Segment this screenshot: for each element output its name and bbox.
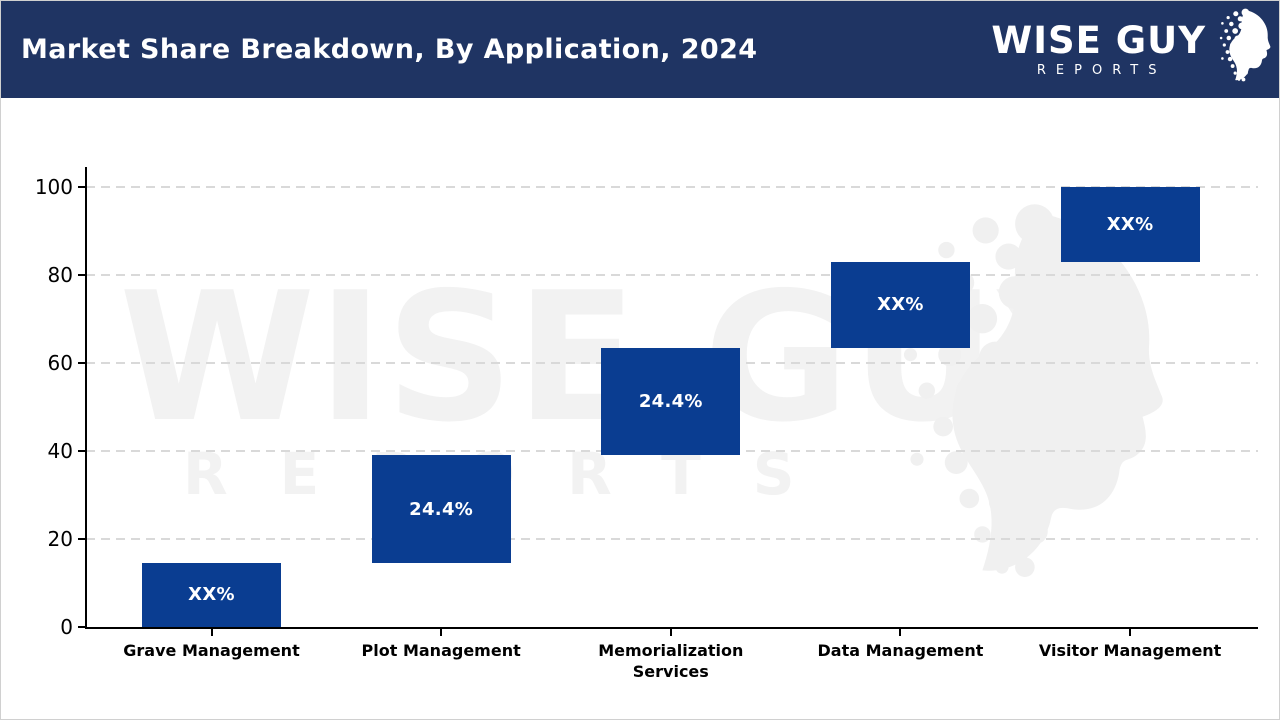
header: Market Share Breakdown, By Application, … bbox=[1, 1, 1279, 98]
x-tick-mark-data-management bbox=[899, 629, 902, 636]
watermark-subtext: REPORTS bbox=[183, 440, 847, 508]
y-tick-mark-40 bbox=[78, 450, 85, 452]
y-tick-label-20: 20 bbox=[47, 527, 73, 551]
x-tick-label-memorialization-services: Memorialization Services bbox=[598, 641, 744, 681]
logo-sub-text: REPORTS bbox=[1036, 62, 1167, 78]
y-tick-label-40: 40 bbox=[47, 439, 73, 463]
bar-value-label-grave-management: XX% bbox=[188, 584, 235, 606]
y-tick-mark-100 bbox=[78, 186, 85, 188]
gridline-100 bbox=[86, 186, 1258, 188]
y-axis-line bbox=[85, 167, 87, 629]
y-tick-label-60: 60 bbox=[47, 351, 73, 375]
bar-data-management: XX% bbox=[830, 261, 970, 349]
x-tick-label-data-management: Data Management bbox=[817, 641, 984, 660]
logo-main-text: WISE GUY bbox=[991, 18, 1206, 62]
logo: WISE GUY REPORTS bbox=[991, 8, 1271, 91]
y-tick-mark-0 bbox=[78, 626, 85, 628]
bar-memorialization-services: 24.4% bbox=[601, 348, 741, 456]
bar-value-label-visitor-management: XX% bbox=[1106, 213, 1154, 235]
bar-value-label-memorialization-services: 24.4% bbox=[638, 391, 703, 413]
bar-visitor-management: XX% bbox=[1060, 187, 1200, 262]
bar-value-label-data-management: XX% bbox=[877, 294, 924, 316]
x-tick-mark-plot-management bbox=[440, 629, 443, 636]
logo-text: WISE GUY REPORTS bbox=[991, 22, 1206, 78]
y-tick-mark-60 bbox=[78, 362, 85, 364]
x-tick-mark-memorialization-services bbox=[669, 629, 672, 636]
bar-plot-management: 24.4% bbox=[371, 455, 511, 563]
gridline-20 bbox=[86, 538, 1258, 540]
x-tick-label-grave-management: Grave Management bbox=[123, 641, 300, 660]
x-tick-mark-grave-management bbox=[210, 629, 213, 636]
y-tick-label-100: 100 bbox=[34, 175, 73, 199]
bar-value-label-plot-management: 24.4% bbox=[409, 498, 474, 520]
page-title: Market Share Breakdown, By Application, … bbox=[21, 34, 758, 65]
x-tick-label-visitor-management: Visitor Management bbox=[1038, 641, 1222, 660]
y-tick-label-0: 0 bbox=[60, 615, 73, 639]
bar-grave-management: XX% bbox=[142, 562, 281, 627]
gridline-80 bbox=[86, 274, 1258, 276]
x-axis-line bbox=[85, 627, 1258, 629]
x-tick-label-plot-management: Plot Management bbox=[361, 641, 521, 660]
y-tick-mark-20 bbox=[78, 538, 85, 540]
y-tick-mark-80 bbox=[78, 274, 85, 276]
logo-head-dots-icon bbox=[1219, 8, 1271, 82]
y-tick-label-80: 80 bbox=[47, 263, 73, 287]
x-tick-mark-visitor-management bbox=[1129, 629, 1132, 636]
